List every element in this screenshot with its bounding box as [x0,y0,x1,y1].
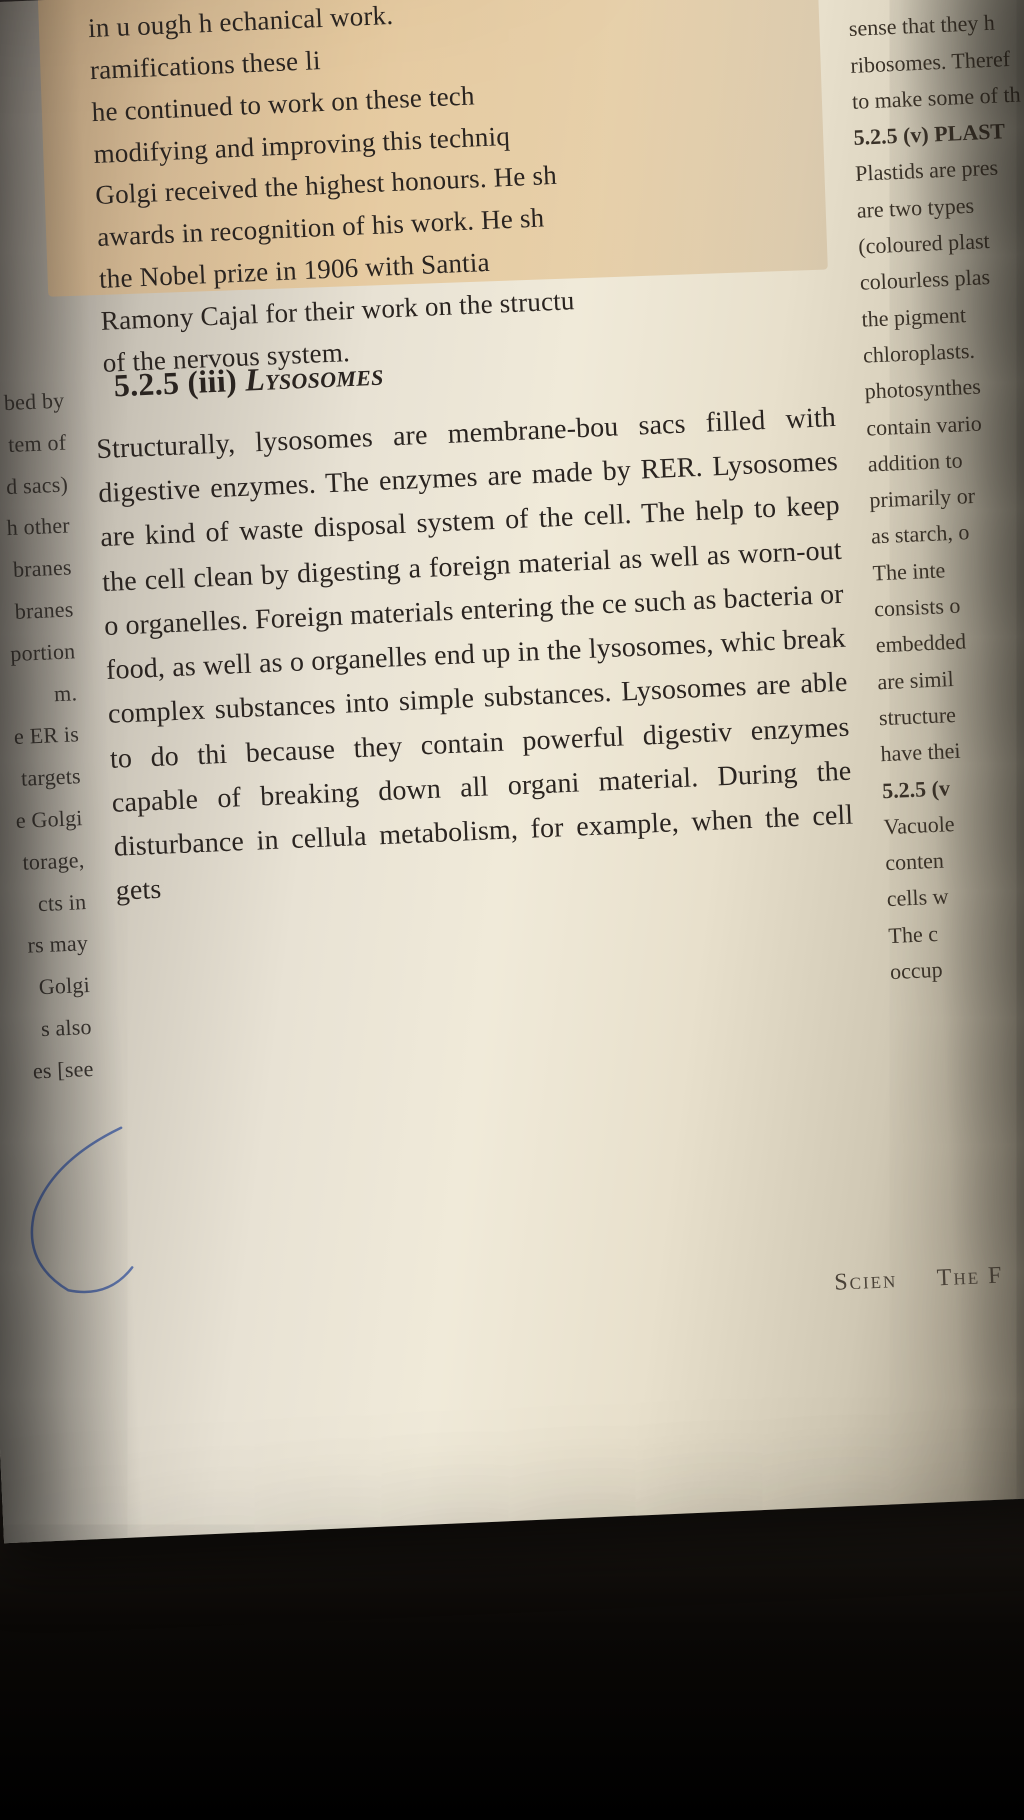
photo-background: in u ough h echanical work. ramification… [0,0,1024,1820]
margin-fragment: cts in [0,881,87,928]
right-fragment: occup [889,946,1024,991]
margin-fragment: s also [0,1006,93,1053]
right-fragment: have thei [880,728,1024,773]
margin-fragment: branes [0,588,74,635]
margin-fragment: Golgi [0,964,91,1011]
right-fragment: The inte [872,547,1024,592]
margin-fragment: d sacs) [0,463,69,510]
margin-fragment: bed by [0,380,65,427]
right-fragment: Plastids are pres [854,148,1024,193]
margin-fragment: rs may [0,922,89,969]
highlighted-passage: in u ough h echanical work. ramification… [87,0,803,384]
right-fragment: The c [888,910,1024,955]
margin-fragment: branes [0,547,73,594]
right-fragment: consists o [873,583,1024,628]
footer-right: The F [936,1262,1004,1291]
pen-scribble [11,1117,149,1302]
margin-fragment: torage, [0,839,85,886]
right-fragment: conten [885,837,1024,882]
right-fragment: structure [878,692,1024,737]
margin-fragment: portion [0,630,76,677]
body-paragraph: Structurally, lysosomes are membrane-bou… [96,396,857,914]
book: in u ough h echanical work. ramification… [0,0,1024,1520]
right-fragment: are simil [877,656,1024,701]
margin-fragment: m. [0,672,78,719]
right-fragment: embedded [875,619,1024,664]
textbook-page: in u ough h echanical work. ramification… [0,0,1024,1543]
margin-fragment: es [see [0,1048,94,1095]
margin-fragment: h other [0,505,71,552]
margin-fragment: tem of [0,421,67,468]
section-title: Lysosomes [244,356,384,398]
table-surface [0,1500,1024,1820]
section-number: 5.2.5 (iii) [113,362,238,403]
margin-fragment: targets [0,755,82,802]
margin-fragment: e ER is [0,714,80,761]
right-fragment: Vacuole [883,801,1024,846]
paragraph-text: Structurally, lysosomes are membrane-bou… [96,396,857,914]
margin-fragment: e Golgi [0,797,83,844]
right-fragment: as starch, o [870,511,1024,556]
footer-left: Scien [834,1267,898,1296]
right-fragment: cells w [886,873,1024,918]
